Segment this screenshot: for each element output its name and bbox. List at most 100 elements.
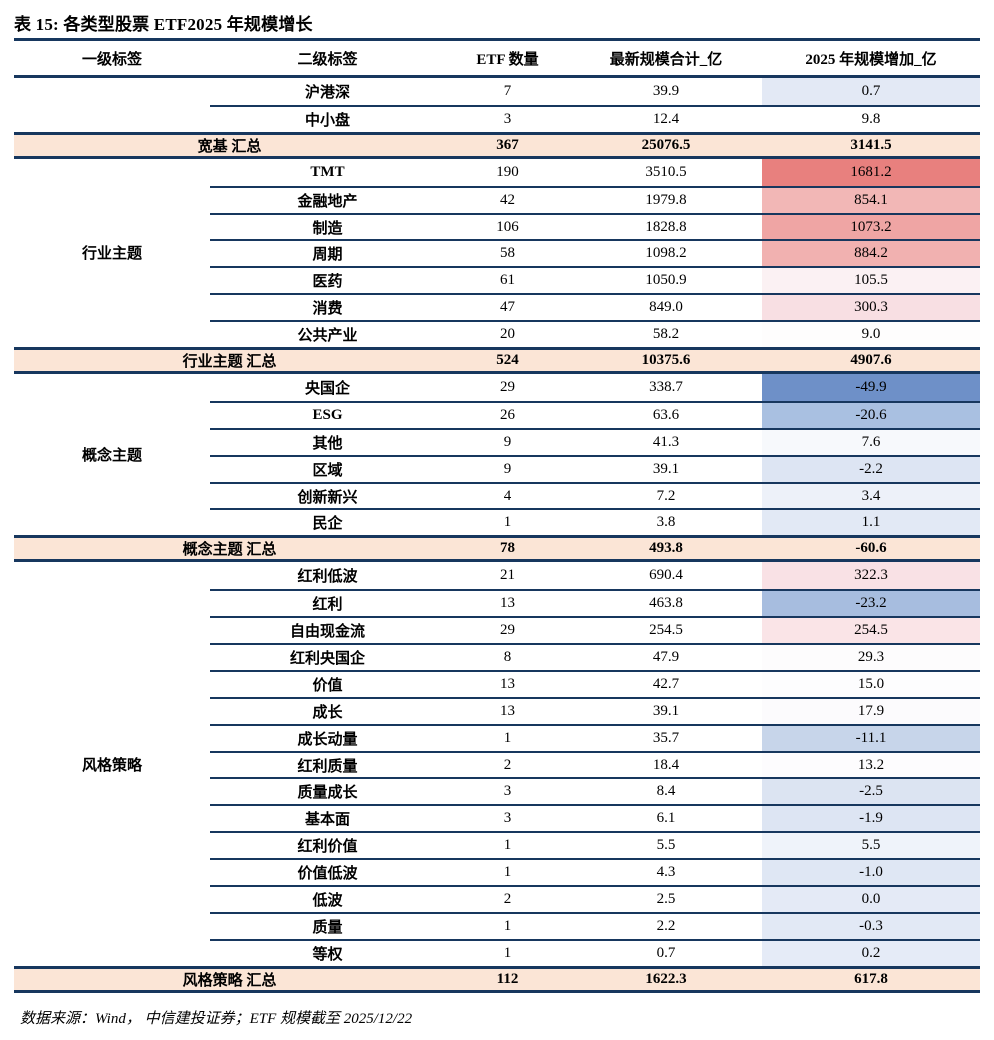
etf-scale-table: 表 15: 各类型股票 ETF2025 年规模增长 一级标签 二级标签 ETF … [14, 0, 980, 993]
cell-latest-scale: 35.7 [652, 729, 680, 746]
cell-etf-count: 26 [500, 406, 515, 423]
cell-2025-increase: 3.4 [762, 483, 980, 509]
cell-2025-increase: -1.9 [762, 806, 980, 832]
cell-2025-increase: 5.5 [762, 833, 980, 859]
cell-etf-count: 58 [500, 245, 515, 262]
table-row: 价值 13 42.7 15.0 [210, 669, 980, 697]
cell-2025-increase: -20.6 [762, 402, 980, 428]
cell-etf-count: 3 [503, 783, 512, 800]
cell-2025-increase: 17.9 [762, 698, 980, 724]
summary-2025-increase: 617.8 [854, 970, 888, 987]
cell-latest-scale: 41.3 [652, 433, 680, 450]
cell-2025-increase: 854.1 [762, 187, 980, 213]
cell-level2-label: 沪港深 [304, 84, 350, 101]
cell-level2-label: 基本面 [304, 812, 350, 829]
cell-latest-scale: 39.1 [652, 460, 680, 477]
table-row: 红利价值 1 5.5 5.5 [210, 831, 980, 859]
cell-latest-scale: 3510.5 [645, 163, 687, 180]
cell-level2-label: 中小盘 [304, 112, 350, 129]
summary-etf-count: 112 [496, 970, 519, 987]
group-rows: TMT 190 3510.5 1681.2 金融地产 42 1979.8 854.1 制造 106… [210, 158, 980, 348]
summary-row: 风格策略 汇总 112 1622.3 617.8 [14, 965, 980, 993]
table-row: 成长 13 39.1 17.9 [210, 696, 980, 724]
summary-etf-count: 524 [496, 352, 519, 369]
cell-etf-count: 190 [496, 163, 519, 180]
table-row: 金融地产 42 1979.8 854.1 [210, 185, 980, 213]
table-row: 质量 1 2.2 -0.3 [210, 911, 980, 939]
cell-2025-increase: 7.6 [762, 429, 980, 455]
header-cell-level1: 一级标签 [81, 51, 142, 68]
summary-row: 概念主题 汇总 78 493.8 -60.6 [14, 535, 980, 563]
cell-2025-increase: -11.1 [762, 725, 980, 751]
cell-etf-count: 13 [500, 595, 515, 612]
cell-level2-label: 金融地产 [297, 193, 358, 210]
summary-etf-count: 367 [496, 136, 519, 153]
cell-2025-increase: 1073.2 [762, 214, 980, 240]
cell-level2-label: 等权 [312, 946, 343, 963]
cell-2025-increase: 9.8 [762, 106, 980, 132]
cell-2025-increase: 254.5 [762, 618, 980, 644]
cell-etf-count: 1 [503, 944, 512, 961]
summary-2025-increase: -60.6 [855, 540, 887, 557]
cell-2025-increase: 0.0 [762, 887, 980, 912]
cell-etf-count: 13 [500, 675, 515, 692]
cell-2025-increase: 884.2 [762, 241, 980, 267]
cell-level2-label: 质量 [312, 919, 343, 936]
table-row: TMT 190 3510.5 1681.2 [210, 158, 980, 186]
cell-latest-scale: 463.8 [649, 595, 683, 612]
table-row: 沪港深 7 39.9 0.7 [210, 78, 980, 105]
cell-level2-label: 红利 [312, 597, 343, 614]
cell-latest-scale: 2.2 [656, 917, 676, 934]
group-rows: 央国企 29 338.7 -49.9 ESG 26 63.6 -20.6 其他 9 41.3 7.6 区… [210, 374, 980, 536]
cell-etf-count: 3 [503, 810, 512, 827]
cell-latest-scale: 58.2 [652, 326, 680, 343]
cell-level2-label: 其他 [312, 435, 343, 452]
cell-latest-scale: 6.1 [656, 810, 676, 827]
cell-etf-count: 2 [503, 756, 512, 773]
cell-etf-count: 3 [503, 110, 512, 127]
summary-etf-count: 78 [500, 540, 515, 557]
summary-label: 宽基 汇总 [197, 138, 262, 155]
summary-2025-increase: 4907.6 [850, 352, 892, 369]
table-row: 等权 1 0.7 0.2 [210, 938, 980, 966]
cell-etf-count: 1 [503, 729, 512, 746]
cell-level2-label: 医药 [312, 274, 343, 291]
cell-level2-label: 区域 [312, 462, 343, 479]
cell-etf-count: 29 [500, 622, 515, 639]
header-cell-latest-scale: 最新规模合计_亿 [609, 51, 723, 68]
table-body: 沪港深 7 39.9 0.7 中小盘 3 12.4 9.8 宽基 汇总 367 25076.5 314… [14, 78, 980, 993]
cell-2025-increase: 9.0 [762, 322, 980, 348]
table-row: 基本面 3 6.1 -1.9 [210, 804, 980, 832]
table-row: 红利低波 21 690.4 322.3 [210, 562, 980, 590]
cell-2025-increase: 105.5 [762, 268, 980, 294]
cell-2025-increase: 15.0 [762, 671, 980, 697]
table-row: 创新新兴 4 7.2 3.4 [210, 481, 980, 509]
cell-latest-scale: 1979.8 [645, 191, 687, 208]
table-row: 低波 2 2.5 0.0 [210, 885, 980, 912]
table-row: 价值低波 1 4.3 -1.0 [210, 858, 980, 886]
cell-2025-increase: -2.5 [762, 779, 980, 805]
table-row: 制造 106 1828.8 1073.2 [210, 212, 980, 240]
cell-latest-scale: 849.0 [649, 299, 683, 316]
table-row: 自由现金流 29 254.5 254.5 [210, 616, 980, 644]
summary-latest-scale: 1622.3 [645, 970, 687, 987]
group-rows: 红利低波 21 690.4 322.3 红利 13 463.8 -23.2 自由现金流 29 254… [210, 562, 980, 966]
cell-level2-label: 红利价值 [297, 839, 358, 856]
table-row: 公共产业 20 58.2 9.0 [210, 320, 980, 348]
cell-2025-increase: 0.7 [762, 78, 980, 105]
table-group-section: 行业主题 TMT 190 3510.5 1681.2 金融地产 42 1979.8 854.1 制… [14, 158, 980, 348]
table-row: 中小盘 3 12.4 9.8 [210, 104, 980, 132]
cell-etf-count: 1 [503, 864, 512, 881]
data-source-note: 数据来源：Wind， 中信建投证券；ETF 规模截至 2025/12/22 [20, 1010, 413, 1027]
summary-2025-increase: 3141.5 [850, 136, 892, 153]
cell-latest-scale: 39.1 [652, 702, 680, 719]
cell-etf-count: 61 [500, 272, 515, 289]
cell-2025-increase: -49.9 [762, 374, 980, 401]
table-row: 民企 1 3.8 1.1 [210, 508, 980, 536]
summary-row: 行业主题 汇总 524 10375.6 4907.6 [14, 347, 980, 375]
cell-latest-scale: 338.7 [649, 378, 683, 395]
cell-2025-increase: 322.3 [762, 562, 980, 590]
cell-latest-scale: 47.9 [652, 648, 680, 665]
cell-level2-label: TMT [310, 163, 345, 180]
